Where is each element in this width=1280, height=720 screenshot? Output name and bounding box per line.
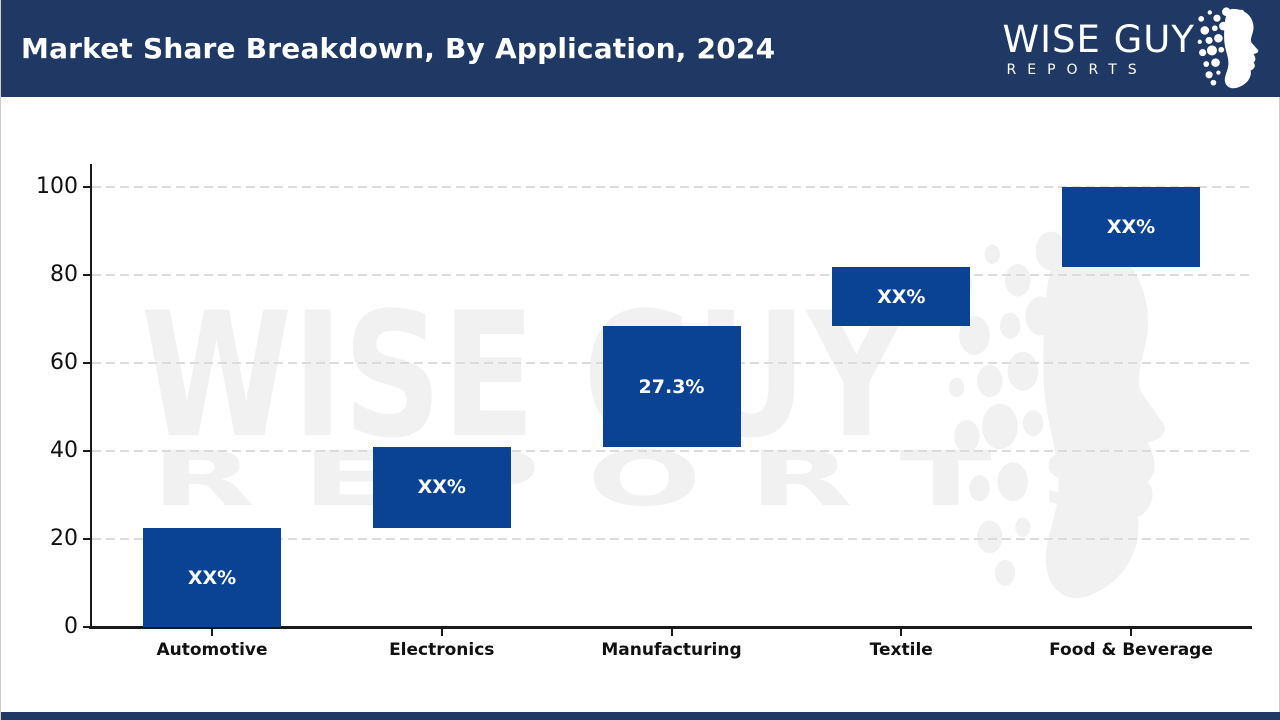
bar-value-label: XX% — [1106, 216, 1156, 239]
x-axis-line — [89, 626, 1252, 629]
gridline-80 — [92, 274, 1252, 276]
bar-food-beverage: XX% — [1062, 187, 1200, 268]
x-category-label: Automotive — [156, 640, 268, 660]
x-category-label: Textile — [869, 640, 933, 660]
gridline-100 — [92, 186, 1252, 188]
y-tick-label-100: 100 — [36, 174, 78, 199]
gridline-40 — [92, 450, 1252, 452]
gridline-20 — [92, 538, 1252, 540]
x-tick-0 — [211, 629, 213, 636]
x-tick-1 — [440, 629, 443, 636]
x-tick-3 — [900, 629, 903, 636]
y-tick-label-20: 20 — [50, 526, 78, 551]
x-tick-4 — [1130, 629, 1132, 636]
bar-manufacturing: 27.3% — [602, 326, 741, 447]
y-tick-label-40: 40 — [50, 438, 78, 463]
x-category-label: Food & Beverage — [1049, 640, 1213, 660]
y-tick-80 — [83, 274, 90, 276]
wise-guy-logo: WISE GUY REPORTS — [1003, 4, 1263, 94]
y-tick-label-60: 60 — [50, 350, 78, 375]
logo-wordmark: WISE GUY REPORTS — [1003, 21, 1195, 77]
bar-value-label: XX% — [417, 476, 466, 499]
y-tick-60 — [83, 362, 90, 364]
y-tick-100 — [83, 186, 90, 188]
logo-line1: WISE GUY — [1002, 17, 1195, 61]
waterfall-chart: WISE GUY R E P O R T S 0 20 40 60 80 100 XX% Au… — [1, 97, 1280, 712]
watermark-wiseguy-text: WISE GUY — [141, 275, 908, 476]
x-category-label: Electronics — [389, 640, 495, 660]
y-tick-label-0: 0 — [64, 614, 78, 639]
bar-textile: XX% — [832, 267, 971, 327]
bar-electronics: XX% — [372, 446, 511, 528]
y-tick-0 — [83, 626, 90, 628]
page-title: Market Share Breakdown, By Application, … — [21, 32, 776, 65]
y-axis-line — [90, 164, 92, 628]
logo-line2: REPORTS — [1006, 61, 1148, 78]
y-tick-label-80: 80 — [50, 262, 78, 287]
header-bar: Market Share Breakdown, By Application, … — [1, 0, 1280, 97]
x-category-label: Manufacturing — [601, 640, 742, 660]
bar-value-label: XX% — [187, 566, 237, 589]
bar-automotive: XX% — [143, 528, 281, 627]
watermark-face-icon — [948, 231, 1165, 599]
x-tick-2 — [670, 629, 673, 636]
bar-value-label: 27.3% — [638, 375, 705, 398]
y-tick-40 — [83, 450, 90, 452]
watermark-reports-text: R E P O R T S — [151, 434, 1136, 523]
y-tick-20 — [83, 538, 90, 540]
footer-bar — [1, 712, 1280, 720]
bar-value-label: XX% — [877, 285, 926, 308]
logo-face-icon — [1197, 6, 1259, 88]
